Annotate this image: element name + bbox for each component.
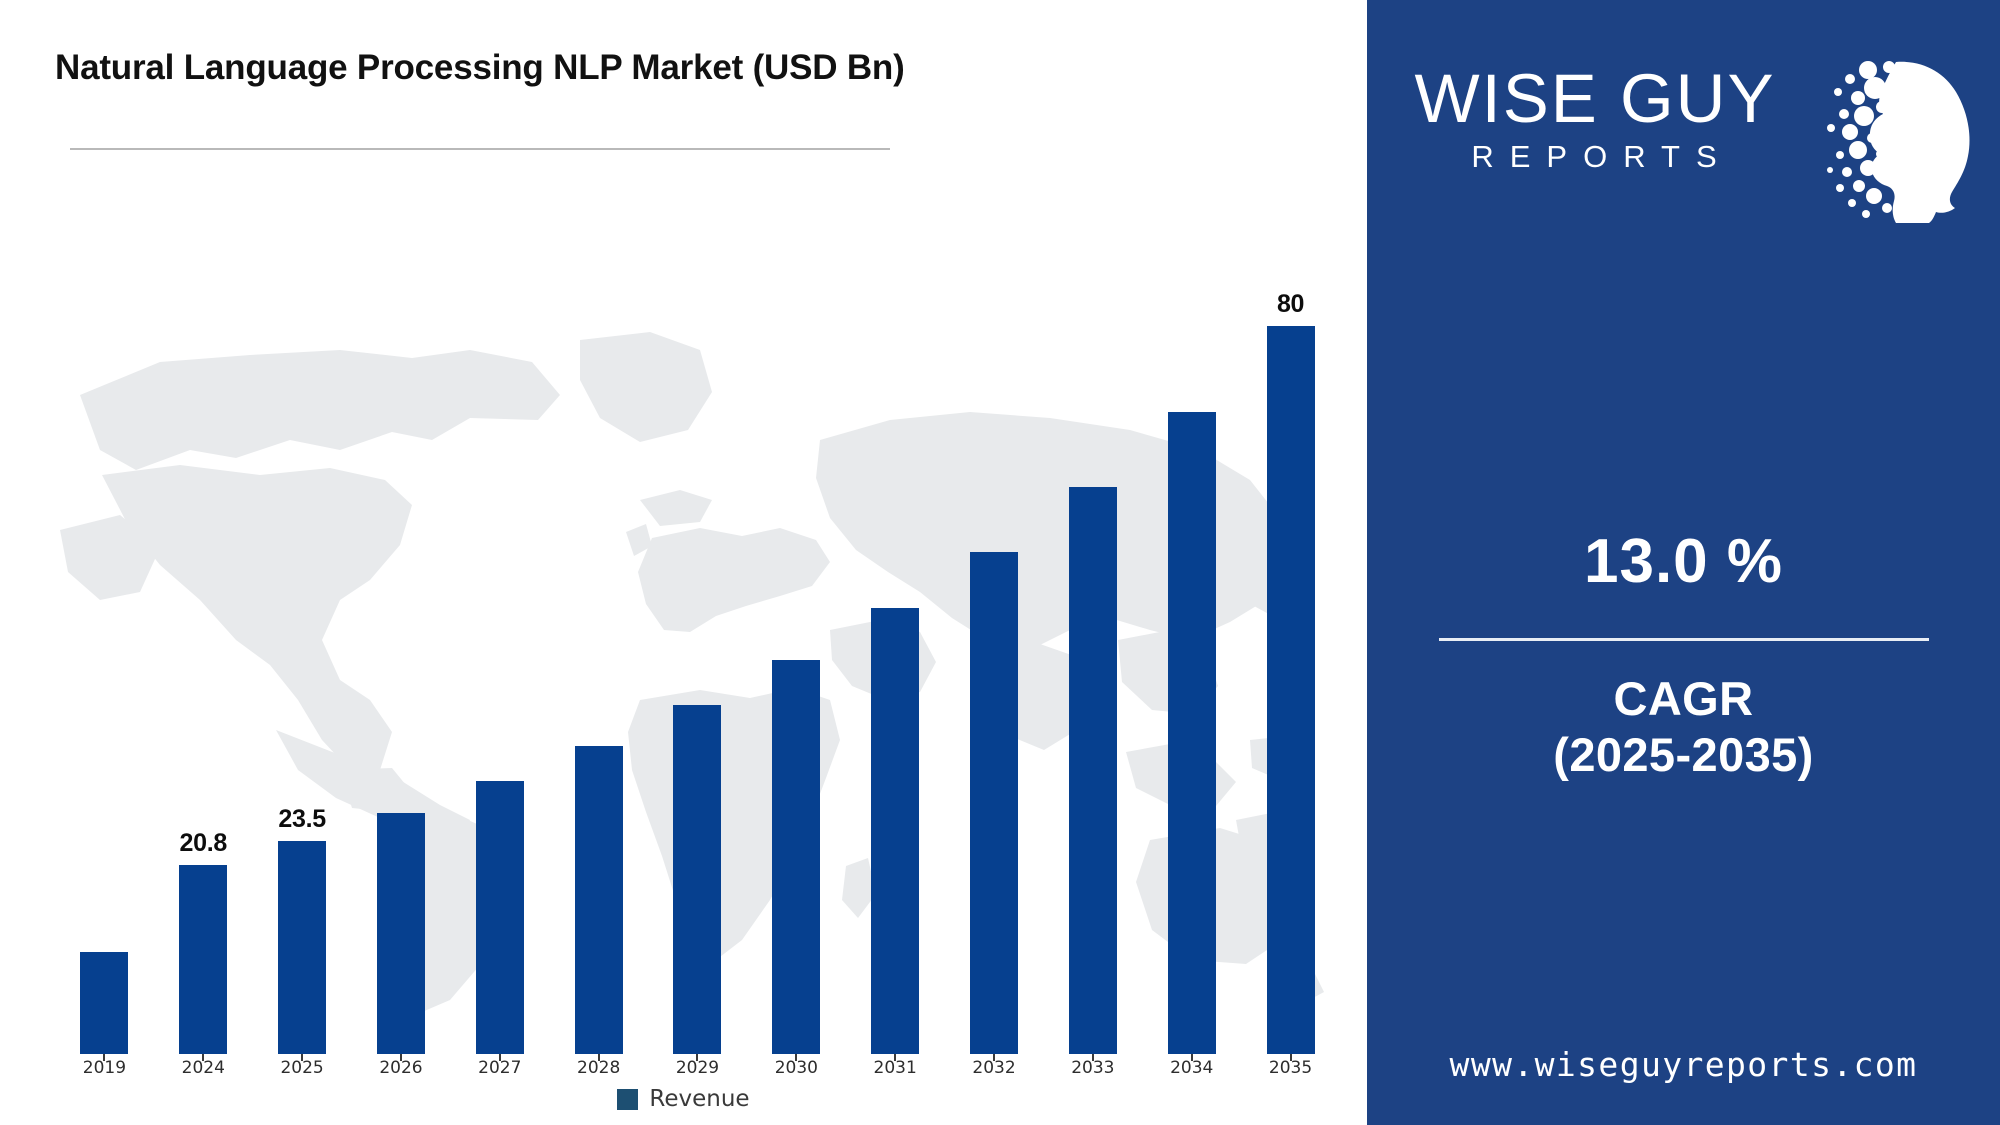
bar-group-2030[interactable]: 43.3 [747,230,846,1054]
bar-group-2029[interactable]: 38.4 [648,230,747,1054]
bar-group-2024[interactable]: 20.8 [154,230,253,1054]
bar-2033[interactable] [1068,487,1117,1054]
bar-group-2019[interactable]: 11.2 [55,230,154,1054]
x-axis-tick [202,1054,205,1061]
bar-group-2031[interactable]: 49.0 [846,230,945,1054]
x-axis-tick [795,1054,798,1061]
dotted-head-profile-icon [1746,58,1976,223]
x-axis-tick [103,1054,106,1061]
x-axis-tick [696,1054,699,1061]
x-axis-labels: 2019 2024 2025 2026 2027 2028 2029 2030 … [55,1058,1340,1078]
x-axis-tick [597,1054,600,1061]
x-axis-tick [1289,1054,1292,1061]
bar-group-2027[interactable]: 30.0 [450,230,549,1054]
bar-2030[interactable] [772,660,821,1054]
legend-label-revenue: Revenue [649,1086,750,1112]
bar-label-2025: 23.5 [278,805,326,833]
page-title: Natural Language Processing NLP Market (… [55,48,905,87]
bar-label-2024: 20.8 [179,829,228,857]
x-label-2019: 2019 [82,1058,127,1078]
x-axis-tick [1091,1054,1094,1061]
x-label-2033: 2033 [1071,1058,1115,1078]
logo-line-wiseguy: WISE GUY [1414,60,1776,137]
wiseguy-logo[interactable]: WISE GUY REPORTS [1367,58,2000,223]
logo-wordmark: WISE GUY REPORTS [1385,60,1805,175]
x-label-2032: 2032 [972,1058,1016,1078]
brand-panel: WISE GUY REPORTS [1367,0,2000,1125]
legend-swatch-icon [617,1088,639,1110]
bar-2031[interactable] [871,608,920,1054]
title-divider [70,148,890,150]
x-label-2030: 2030 [774,1058,818,1078]
chart-panel: Natural Language Processing NLP Market (… [0,48,1367,1112]
bar-label-2035: 80 [1276,290,1305,318]
x-label-2026: 2026 [379,1058,423,1078]
bar-group-2025[interactable]: 23.5 [253,230,352,1054]
bar-2019[interactable] [80,952,129,1054]
bar-2034[interactable] [1167,412,1216,1054]
bar-2024[interactable] [179,865,228,1054]
bar-2029[interactable] [673,705,722,1054]
x-label-2025: 2025 [280,1058,324,1078]
x-label-2031: 2031 [873,1058,917,1078]
x-axis-tick [1190,1054,1193,1061]
bar-group-2035[interactable]: 80 [1241,230,1340,1054]
bar-2025[interactable] [278,841,327,1054]
bar-2027[interactable] [475,781,524,1054]
x-label-2029: 2029 [675,1058,720,1078]
x-axis-tick [993,1054,996,1061]
x-label-2028: 2028 [577,1058,621,1078]
cagr-caption: CAGR (2025-2035) [1367,671,2000,782]
bar-series: 11.2 20.8 23.5 26.5 30.0 [55,230,1340,1054]
cagr-divider [1438,638,1929,642]
website-url[interactable]: www.wiseguyreports.com [1449,1045,1918,1084]
chart-legend[interactable]: Revenue [0,1086,1367,1112]
x-axis-tick [894,1054,897,1061]
bar-group-2034[interactable]: 70.5 [1142,230,1241,1054]
bar-2032[interactable] [970,552,1019,1054]
bar-group-2032[interactable]: 55.2 [945,230,1044,1054]
x-label-2035: 2035 [1268,1058,1313,1078]
x-axis-tick [301,1054,304,1061]
cagr-period: (2025-2035) [1553,727,1814,781]
cagr-block: 13.0 % CAGR (2025-2035) [1367,527,2000,782]
x-label-2024: 2024 [181,1058,225,1078]
x-label-2034: 2034 [1170,1058,1214,1078]
bar-group-2028[interactable]: 33.8 [549,230,648,1054]
bar-2035[interactable] [1266,326,1315,1054]
x-label-2027: 2027 [478,1058,522,1078]
bar-2028[interactable] [574,746,623,1054]
cagr-label: CAGR [1613,672,1754,726]
logo-line-reports: REPORTS [1471,139,1733,175]
x-axis-tick [498,1054,501,1061]
plot-area: 11.2 20.8 23.5 26.5 30.0 [55,230,1340,1054]
bar-group-2033[interactable]: 62.3 [1043,230,1142,1054]
bar-2026[interactable] [376,813,425,1054]
x-axis-tick [399,1054,402,1061]
bar-group-2026[interactable]: 26.5 [352,230,451,1054]
cagr-value: 13.0 % [1583,527,1784,596]
